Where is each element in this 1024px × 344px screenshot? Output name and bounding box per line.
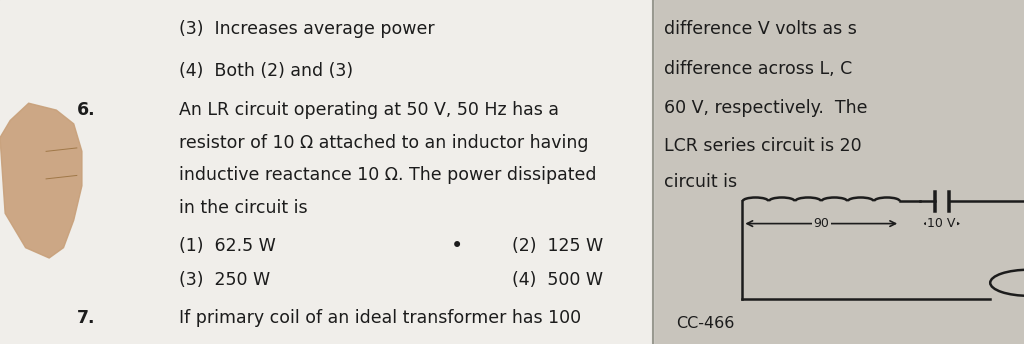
Text: (4)  Both (2) and (3): (4) Both (2) and (3) bbox=[179, 62, 353, 79]
Text: difference across L, C: difference across L, C bbox=[664, 60, 852, 78]
Text: LCR series circuit is 20: LCR series circuit is 20 bbox=[664, 137, 861, 155]
Text: 7.: 7. bbox=[77, 309, 95, 327]
Text: •: • bbox=[451, 236, 463, 256]
Text: 60 V, respectively.  The: 60 V, respectively. The bbox=[664, 99, 867, 117]
Text: circuit is: circuit is bbox=[664, 173, 736, 191]
Text: difference V volts as s: difference V volts as s bbox=[664, 20, 856, 38]
Polygon shape bbox=[0, 103, 82, 258]
Text: in the circuit is: in the circuit is bbox=[179, 199, 308, 217]
Text: (2)  125 W: (2) 125 W bbox=[512, 237, 603, 255]
Text: (3)  Increases average power: (3) Increases average power bbox=[179, 20, 435, 38]
Text: (4)  500 W: (4) 500 W bbox=[512, 271, 603, 289]
Text: 10 V: 10 V bbox=[928, 217, 955, 230]
Text: 6.: 6. bbox=[77, 101, 95, 119]
Text: (1)  62.5 W: (1) 62.5 W bbox=[179, 237, 275, 255]
Text: If primary coil of an ideal transformer has 100: If primary coil of an ideal transformer … bbox=[179, 309, 582, 327]
Bar bbox=[0, 0, 653, 344]
Text: inductive reactance 10 Ω. The power dissipated: inductive reactance 10 Ω. The power diss… bbox=[179, 166, 597, 184]
Text: (3)  250 W: (3) 250 W bbox=[179, 271, 270, 289]
Text: 90: 90 bbox=[813, 217, 829, 230]
Text: resistor of 10 Ω attached to an inductor having: resistor of 10 Ω attached to an inductor… bbox=[179, 134, 589, 152]
Text: An LR circuit operating at 50 V, 50 Hz has a: An LR circuit operating at 50 V, 50 Hz h… bbox=[179, 101, 559, 119]
Text: CC-466: CC-466 bbox=[676, 316, 734, 331]
